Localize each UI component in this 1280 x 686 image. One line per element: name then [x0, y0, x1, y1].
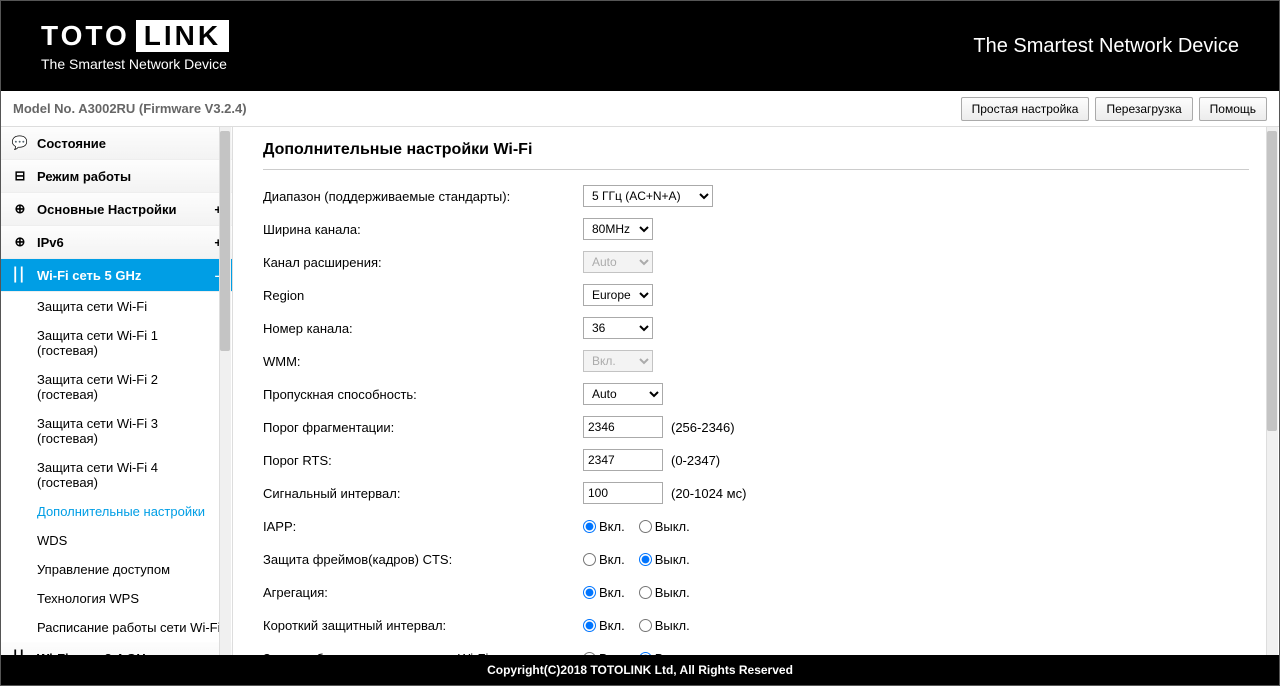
sidebar-item-wifi5[interactable]: ⎢⎢Wi-Fi сеть 5 GHz– — [1, 259, 232, 292]
iapp-on[interactable] — [583, 520, 596, 533]
iapp-off[interactable] — [639, 520, 652, 533]
sub-item-schedule[interactable]: Расписание работы сети Wi-Fi — [1, 613, 232, 642]
sub-item-wps[interactable]: Технология WPS — [1, 584, 232, 613]
label-width: Ширина канала: — [263, 222, 583, 237]
easy-setup-button[interactable]: Простая настройка — [961, 97, 1090, 121]
wifi-icon: ⎢⎢ — [11, 650, 29, 655]
cts-on[interactable] — [583, 553, 596, 566]
rts-input[interactable] — [583, 449, 663, 471]
isolate-off[interactable] — [639, 652, 652, 656]
globe-icon: ⊕ — [11, 201, 29, 217]
sidebar-item-status[interactable]: 💬 Состояние — [1, 127, 232, 160]
label-channel: Номер канала: — [263, 321, 583, 336]
beacon-input[interactable] — [583, 482, 663, 504]
sub-item-advanced[interactable]: Дополнительные настройки — [1, 497, 232, 526]
sidebar-item-label: IPv6 — [37, 235, 64, 250]
ext-select: Auto — [583, 251, 653, 273]
sub-item-wds[interactable]: WDS — [1, 526, 232, 555]
sub-item-guest1[interactable]: Защита сети Wi-Fi 1 (гостевая) — [1, 321, 232, 365]
label-isolate: Запрет обмена данными между Wi-Fi-клиент… — [263, 651, 583, 656]
sub-item-guest4[interactable]: Защита сети Wi-Fi 4 (гостевая) — [1, 453, 232, 497]
sidebar-item-label: Wi-Fi сеть 2.4 GHz — [37, 651, 152, 656]
header-slogan: The Smartest Network Device — [973, 35, 1239, 58]
wmm-select: Вкл. — [583, 350, 653, 372]
logo-link: LINK — [136, 20, 229, 52]
hint-frag: (256-2346) — [671, 420, 735, 435]
label-beacon: Сигнальный интервал: — [263, 486, 583, 501]
channel-select[interactable]: 36 — [583, 317, 653, 339]
label-band: Диапазон (поддерживаемые стандарты): — [263, 189, 583, 204]
sidebar-item-label: Режим работы — [37, 169, 131, 184]
sidebar-item-ipv6[interactable]: ⊕IPv6+ — [1, 226, 232, 259]
sidebar-item-label: Основные Настройки — [37, 202, 177, 217]
header: TOTO LINK The Smartest Network Device Th… — [1, 1, 1279, 91]
scrollbar-thumb[interactable] — [1267, 131, 1277, 431]
sub-item-acl[interactable]: Управление доступом — [1, 555, 232, 584]
sidebar-scrollbar[interactable] — [219, 127, 231, 655]
sub-item-guest3[interactable]: Защита сети Wi-Fi 3 (гостевая) — [1, 409, 232, 453]
reboot-button[interactable]: Перезагрузка — [1095, 97, 1192, 121]
mode-icon: ⊟ — [11, 168, 29, 184]
aggr-off[interactable] — [639, 586, 652, 599]
main-content: Дополнительные настройки Wi-Fi Диапазон … — [233, 127, 1279, 655]
label-rate: Пропускная способность: — [263, 387, 583, 402]
sidebar-item-basic[interactable]: ⊕Основные Настройки+ — [1, 193, 232, 226]
sidebar-item-wifi24[interactable]: ⎢⎢Wi-Fi сеть 2.4 GHz+ — [1, 642, 232, 655]
shortgi-off[interactable] — [639, 619, 652, 632]
footer: Copyright(C)2018 TOTOLINK Ltd, All Right… — [1, 655, 1279, 685]
model-label: Model No. A3002RU (Firmware V3.2.4) — [13, 101, 247, 116]
main-scrollbar[interactable] — [1266, 127, 1278, 655]
page-title: Дополнительные настройки Wi-Fi — [263, 141, 1249, 170]
label-aggr: Агрегация: — [263, 585, 583, 600]
band-select[interactable]: 5 ГГц (AC+N+A) — [583, 185, 713, 207]
sidebar: 💬 Состояние ⊟ Режим работы ⊕ Основные Настр… — [1, 127, 233, 655]
status-icon: 💬 — [11, 135, 29, 151]
topbar: Model No. A3002RU (Firmware V3.2.4) Прос… — [1, 91, 1279, 127]
globe-icon: ⊕ — [11, 234, 29, 250]
label-cts: Защита фреймов(кадров) CTS: — [263, 552, 583, 567]
logo: TOTO LINK The Smartest Network Device — [41, 20, 229, 72]
sidebar-item-mode[interactable]: ⊟ Режим работы — [1, 160, 232, 193]
aggr-on[interactable] — [583, 586, 596, 599]
sub-item-security[interactable]: Защита сети Wi-Fi — [1, 292, 232, 321]
hint-rts: (0-2347) — [671, 453, 720, 468]
cts-off[interactable] — [639, 553, 652, 566]
label-wmm: WMM: — [263, 354, 583, 369]
label-shortgi: Короткий защитный интервал: — [263, 618, 583, 633]
sidebar-item-label: Wi-Fi сеть 5 GHz — [37, 268, 141, 283]
label-iapp: IAPP: — [263, 519, 583, 534]
wifi-icon: ⎢⎢ — [11, 267, 29, 283]
help-button[interactable]: Помощь — [1199, 97, 1267, 121]
logo-toto: TOTO — [41, 20, 130, 52]
sidebar-item-label: Состояние — [37, 136, 106, 151]
sub-item-guest2[interactable]: Защита сети Wi-Fi 2 (гостевая) — [1, 365, 232, 409]
isolate-on[interactable] — [583, 652, 596, 656]
label-ext: Канал расширения: — [263, 255, 583, 270]
label-rts: Порог RTS: — [263, 453, 583, 468]
rate-select[interactable]: Auto — [583, 383, 663, 405]
scrollbar-thumb[interactable] — [220, 131, 230, 351]
shortgi-on[interactable] — [583, 619, 596, 632]
frag-input[interactable] — [583, 416, 663, 438]
region-select[interactable]: Europe — [583, 284, 653, 306]
label-frag: Порог фрагментации: — [263, 420, 583, 435]
hint-beacon: (20-1024 мс) — [671, 486, 746, 501]
logo-tagline: The Smartest Network Device — [41, 56, 229, 72]
label-region: Region — [263, 288, 583, 303]
width-select[interactable]: 80MHz — [583, 218, 653, 240]
